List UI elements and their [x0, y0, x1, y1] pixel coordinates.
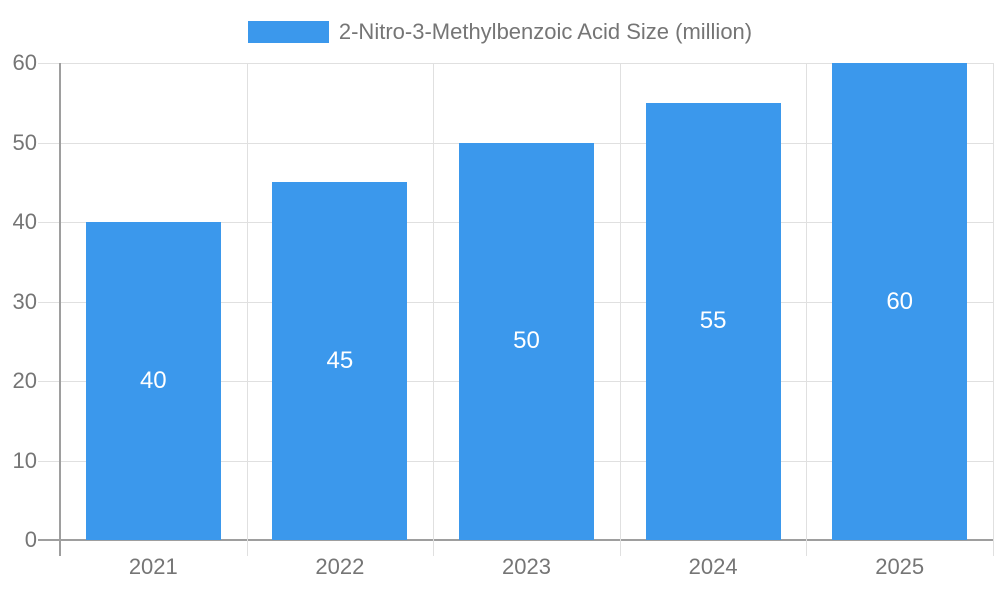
y-tick-label: 40: [12, 209, 37, 234]
y-axis-line: [59, 63, 61, 556]
y-tick-label: 50: [12, 129, 37, 155]
y-gridline: [38, 63, 993, 64]
y-tick-label: 20: [12, 368, 37, 393]
x-tick-label: 2023: [502, 554, 551, 579]
bar-2024[interactable]: 55: [645, 102, 781, 540]
x-tick-label: 2024: [688, 554, 738, 579]
legend-label: 2-Nitro-3-Methylbenzoic Acid Size (milli…: [338, 19, 753, 44]
bar-value-label: 50: [513, 327, 540, 355]
y-tick-label: 0: [24, 527, 37, 552]
x-tick-label: 2025: [875, 554, 925, 579]
x-boundary-gridline: [619, 63, 621, 556]
bar-2022[interactable]: 45: [272, 182, 408, 540]
bar-2025[interactable]: 60: [832, 63, 968, 540]
bar-value-label: 55: [699, 307, 727, 335]
bar-value-label: 40: [139, 367, 167, 394]
bar-2021[interactable]: 40: [85, 222, 221, 540]
x-boundary-gridline: [246, 63, 248, 556]
bar-value-label: 45: [326, 347, 354, 375]
y-tick-label: 10: [12, 447, 37, 473]
x-boundary-gridline: [806, 63, 808, 556]
x-axis-line: [38, 539, 993, 541]
y-tick-label: 30: [12, 288, 37, 314]
bar-value-label: 60: [886, 287, 914, 315]
y-tick-label: 60: [12, 50, 37, 75]
x-boundary-gridline: [433, 63, 435, 556]
chart-legend[interactable]: 2-Nitro-3-Methylbenzoic Acid Size (milli…: [0, 21, 1000, 43]
bar-2023[interactable]: 50: [459, 142, 594, 540]
x-tick-label: 2021: [128, 554, 178, 579]
x-tick-label: 2022: [315, 554, 365, 579]
x-boundary-gridline: [993, 63, 994, 556]
legend-swatch: [247, 21, 329, 43]
